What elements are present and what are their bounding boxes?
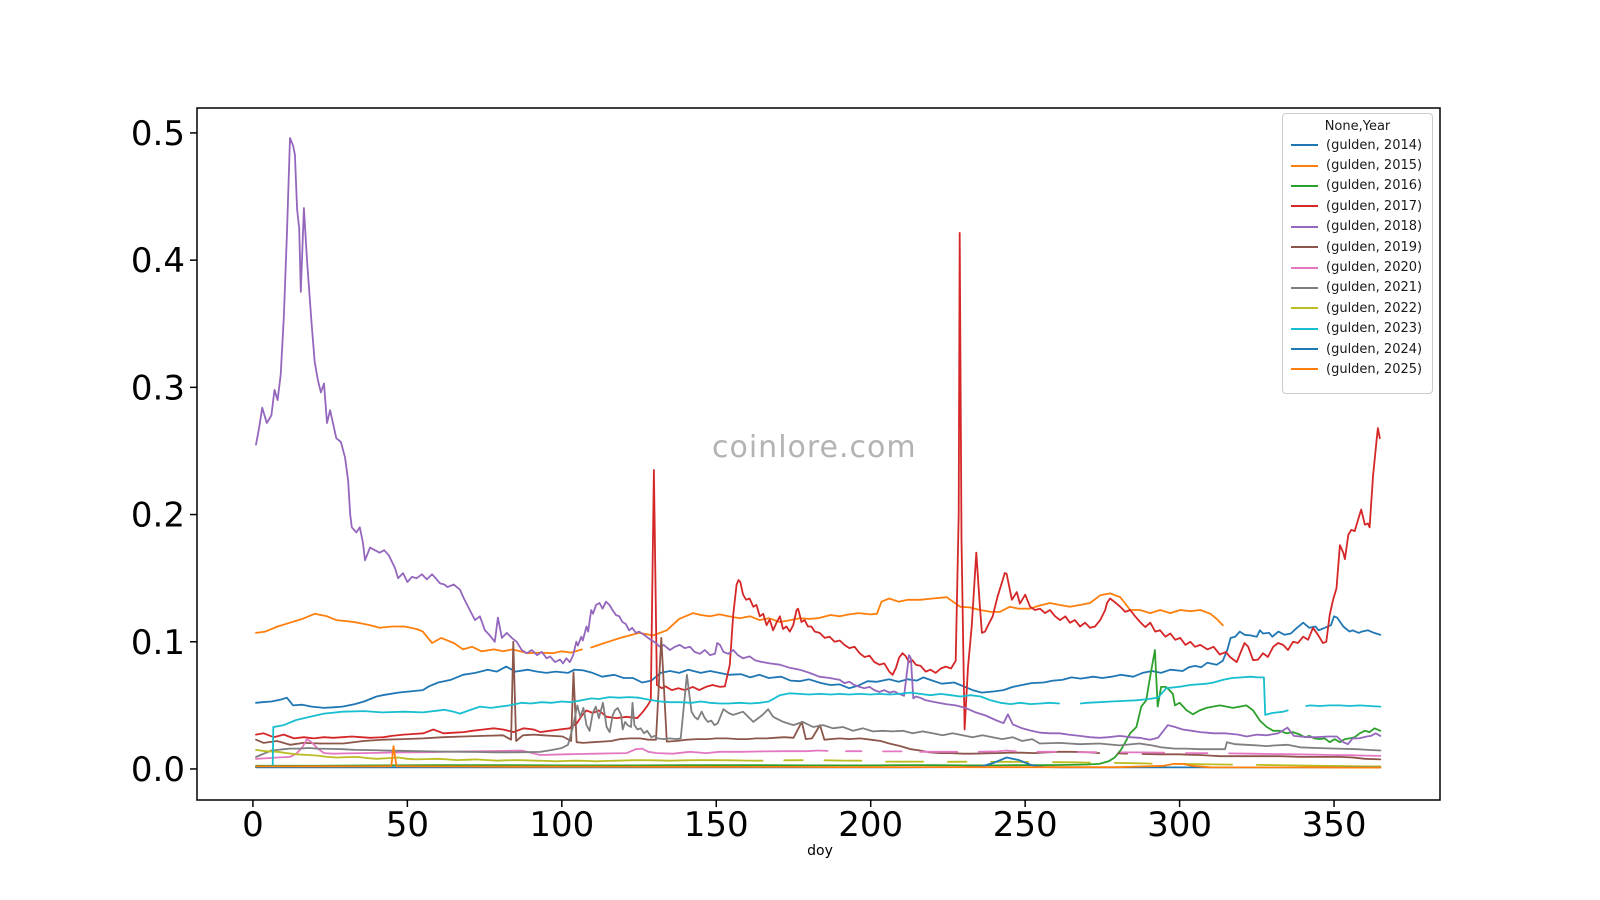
legend-line-sample <box>1291 246 1318 249</box>
legend-entry-2018: (gulden, 2018) <box>1283 217 1432 237</box>
legend-label: (gulden, 2024) <box>1326 341 1423 357</box>
x-axis-label: doy <box>807 843 833 859</box>
x-tick-label: 250 <box>993 805 1058 845</box>
legend-entry-2016: (gulden, 2016) <box>1283 176 1432 196</box>
legend-label: (gulden, 2022) <box>1326 300 1423 316</box>
y-tick-label: 0.0 <box>131 750 185 790</box>
x-tick-label: 300 <box>1147 805 1212 845</box>
series-line-2023 <box>255 675 1382 768</box>
legend-label: (gulden, 2020) <box>1326 260 1423 276</box>
legend-entry-2017: (gulden, 2017) <box>1283 196 1432 216</box>
x-tick-label: 150 <box>684 805 749 845</box>
y-tick-label: 0.5 <box>131 114 185 154</box>
series-line-2025 <box>255 745 1382 769</box>
legend-entry-2022: (gulden, 2022) <box>1283 298 1432 318</box>
legend-label: (gulden, 2021) <box>1326 280 1423 296</box>
series-line-2014 <box>255 615 1382 709</box>
series-line-2018 <box>255 137 1382 746</box>
legend-entry-2024: (gulden, 2024) <box>1283 339 1432 359</box>
series-line-2022 <box>255 749 1382 768</box>
legend-entry-2021: (gulden, 2021) <box>1283 278 1432 298</box>
y-tick-label: 0.1 <box>131 623 185 663</box>
legend-entries: (gulden, 2014) (gulden, 2015) (gulden, 201… <box>1283 135 1432 380</box>
series-line-2019 <box>255 637 1382 761</box>
x-tick-label: 50 <box>386 805 429 845</box>
legend-line-sample <box>1291 144 1318 147</box>
legend-box: None,Year (gulden, 2014) (gulden, 2015) (g… <box>1282 113 1433 394</box>
legend-entry-2025: (gulden, 2025) <box>1283 359 1432 379</box>
legend-title: None,Year <box>1324 119 1391 134</box>
x-tick-label: 0 <box>242 805 264 845</box>
legend-label: (gulden, 2014) <box>1326 137 1423 153</box>
legend-line-sample <box>1291 307 1318 310</box>
legend-label: (gulden, 2019) <box>1326 239 1423 255</box>
legend-line-sample <box>1291 327 1318 330</box>
legend-line-sample <box>1291 266 1318 269</box>
legend-label: (gulden, 2017) <box>1326 198 1423 214</box>
x-tick-label: 100 <box>529 805 594 845</box>
legend-label: (gulden, 2015) <box>1326 158 1423 174</box>
legend-label: (gulden, 2025) <box>1326 361 1423 377</box>
series-line-2017 <box>255 232 1381 740</box>
legend-entry-2023: (gulden, 2023) <box>1283 319 1432 339</box>
legend-line-sample <box>1291 348 1318 351</box>
y-tick-label: 0.3 <box>131 368 185 408</box>
series-line-2021 <box>255 673 1382 758</box>
x-tick-label: 200 <box>838 805 903 845</box>
legend-line-sample <box>1291 184 1318 187</box>
legend-line-sample <box>1291 225 1318 228</box>
legend-entry-2019: (gulden, 2019) <box>1283 237 1432 257</box>
legend-label: (gulden, 2018) <box>1326 219 1423 235</box>
legend-line-sample <box>1291 368 1318 371</box>
x-tick-label: 350 <box>1302 805 1367 845</box>
legend-line-sample <box>1291 286 1318 289</box>
series-line-2016 <box>255 649 1382 767</box>
legend-entry-2020: (gulden, 2020) <box>1283 257 1432 277</box>
plot-border <box>196 107 1441 801</box>
y-tick-label: 0.2 <box>131 496 185 536</box>
legend-label: (gulden, 2016) <box>1326 178 1423 194</box>
legend-entry-2015: (gulden, 2015) <box>1283 155 1432 175</box>
legend-line-sample <box>1291 164 1318 167</box>
legend-entry-2014: (gulden, 2014) <box>1283 135 1432 155</box>
legend-label: (gulden, 2023) <box>1326 321 1423 337</box>
legend-line-sample <box>1291 205 1318 208</box>
watermark: coinlore.com <box>712 430 917 465</box>
y-tick-label: 0.4 <box>131 241 185 281</box>
